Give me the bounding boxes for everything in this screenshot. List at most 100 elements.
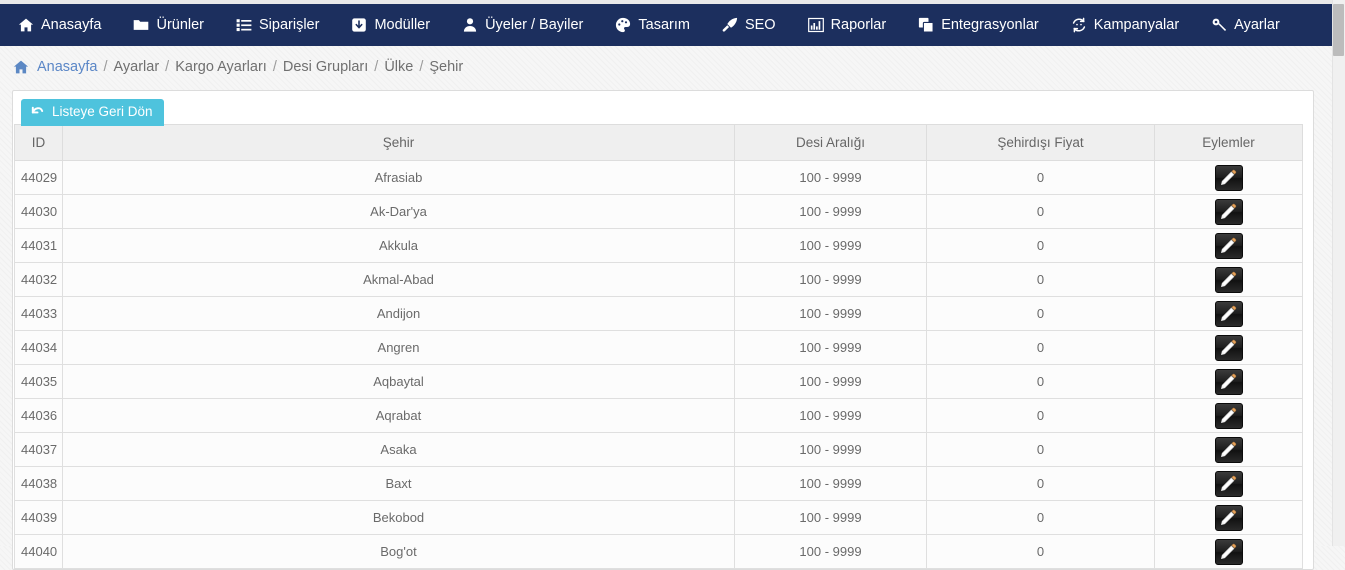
cell-sehir: Ak-Dar'ya bbox=[62, 194, 735, 229]
pencil-icon bbox=[1220, 441, 1237, 458]
cell-id: 44033 bbox=[14, 296, 63, 331]
edit-row-button[interactable] bbox=[1214, 164, 1243, 191]
pencil-icon bbox=[1220, 237, 1237, 254]
back-to-list-button[interactable]: Listeye Geri Dön bbox=[21, 99, 164, 126]
user-icon bbox=[462, 17, 478, 33]
cell-fiyat: 0 bbox=[926, 262, 1155, 297]
nav-item-ayarlar[interactable]: Ayarlar bbox=[1211, 17, 1295, 33]
cell-fiyat: 0 bbox=[926, 398, 1155, 433]
edit-row-button[interactable] bbox=[1214, 436, 1243, 463]
cell-id: 44030 bbox=[14, 194, 63, 229]
nav-item-kampanyalar[interactable]: Kampanyalar bbox=[1071, 17, 1194, 33]
pencil-icon bbox=[1220, 271, 1237, 288]
cell-actions bbox=[1154, 194, 1303, 229]
cell-actions bbox=[1154, 330, 1303, 365]
cell-fiyat: 0 bbox=[926, 466, 1155, 501]
table-row: 44035 Aqbaytal 100 - 9999 0 bbox=[14, 364, 1303, 399]
column-header-sehir: Şehir bbox=[62, 124, 735, 161]
column-header-fiyat: Şehirdışı Fiyat bbox=[926, 124, 1155, 161]
rocket-icon bbox=[722, 17, 738, 33]
cell-id: 44037 bbox=[14, 432, 63, 467]
nav-item-anasayfa[interactable]: Anasayfa bbox=[18, 17, 116, 33]
cell-sehir: Andijon bbox=[62, 296, 735, 331]
cell-actions bbox=[1154, 160, 1303, 195]
cell-fiyat: 0 bbox=[926, 160, 1155, 195]
breadcrumb-item[interactable]: Şehir bbox=[429, 59, 464, 75]
main-navigation-bar: Anasayfa Ürünler Siparişler Modüller Üyeler … bbox=[0, 4, 1332, 46]
edit-row-button[interactable] bbox=[1214, 300, 1243, 327]
page-scrollbar-track[interactable] bbox=[1332, 0, 1345, 546]
edit-row-button[interactable] bbox=[1214, 198, 1243, 225]
refresh-smile-icon bbox=[1071, 17, 1087, 33]
cell-actions bbox=[1154, 364, 1303, 399]
column-header-desi: Desi Aralığı bbox=[734, 124, 927, 161]
table-row: 44029 Afrasiab 100 - 9999 0 bbox=[14, 160, 1303, 195]
cell-desi: 100 - 9999 bbox=[734, 160, 927, 195]
pencil-icon bbox=[1220, 475, 1237, 492]
edit-row-button[interactable] bbox=[1214, 538, 1243, 565]
cell-fiyat: 0 bbox=[926, 534, 1155, 569]
cell-fiyat: 0 bbox=[926, 194, 1155, 229]
cell-desi: 100 - 9999 bbox=[734, 364, 927, 399]
cell-fiyat: 0 bbox=[926, 330, 1155, 365]
nav-item-yeler-bayiler[interactable]: Üyeler / Bayiler bbox=[462, 17, 598, 33]
edit-row-button[interactable] bbox=[1214, 504, 1243, 531]
nav-item-label: SEO bbox=[744, 16, 776, 33]
cell-sehir: Aqbaytal bbox=[62, 364, 735, 399]
cell-sehir: Baxt bbox=[62, 466, 735, 501]
nav-item-mod-ller[interactable]: Modüller bbox=[351, 17, 445, 33]
edit-row-button[interactable] bbox=[1214, 334, 1243, 361]
list-icon bbox=[236, 17, 252, 33]
pencil-icon bbox=[1220, 339, 1237, 356]
cell-id: 44035 bbox=[14, 364, 63, 399]
nav-item-tasar-m[interactable]: Tasarım bbox=[615, 17, 705, 33]
table-row: 44034 Angren 100 - 9999 0 bbox=[14, 330, 1303, 365]
nav-item-r-nler[interactable]: Ürünler bbox=[133, 17, 219, 33]
cell-sehir: Akkula bbox=[62, 228, 735, 263]
cell-id: 44036 bbox=[14, 398, 63, 433]
cell-actions bbox=[1154, 296, 1303, 331]
page-scrollbar-thumb[interactable] bbox=[1333, 4, 1344, 56]
pencil-icon bbox=[1220, 509, 1237, 526]
cell-desi: 100 - 9999 bbox=[734, 432, 927, 467]
cell-id: 44040 bbox=[14, 534, 63, 569]
home-icon bbox=[12, 59, 29, 76]
edit-row-button[interactable] bbox=[1214, 470, 1243, 497]
breadcrumb-link-anasayfa[interactable]: Anasayfa bbox=[37, 59, 98, 75]
table-row: 44040 Bog'ot 100 - 9999 0 bbox=[14, 534, 1303, 569]
table-row: 44030 Ak-Dar'ya 100 - 9999 0 bbox=[14, 194, 1303, 229]
cell-actions bbox=[1154, 432, 1303, 467]
pencil-icon bbox=[1220, 373, 1237, 390]
nav-item-label: Tasarım bbox=[638, 16, 690, 33]
breadcrumb-item[interactable]: Ülke bbox=[384, 59, 414, 75]
column-header-id: ID bbox=[14, 124, 63, 161]
nav-item-raporlar[interactable]: Raporlar bbox=[807, 17, 902, 33]
nav-item-sipari-ler[interactable]: Siparişler bbox=[236, 17, 334, 33]
table-row: 44038 Baxt 100 - 9999 0 bbox=[14, 466, 1303, 501]
edit-row-button[interactable] bbox=[1214, 402, 1243, 429]
breadcrumb-separator: / bbox=[103, 59, 108, 75]
nav-item-seo[interactable]: SEO bbox=[722, 17, 791, 33]
edit-row-button[interactable] bbox=[1214, 232, 1243, 259]
table-row: 44039 Bekobod 100 - 9999 0 bbox=[14, 500, 1303, 535]
breadcrumb-separator: / bbox=[419, 59, 424, 75]
cell-desi: 100 - 9999 bbox=[734, 534, 927, 569]
breadcrumb-item[interactable]: Kargo Ayarları bbox=[175, 59, 267, 75]
cell-sehir: Aqrabat bbox=[62, 398, 735, 433]
table-row: 44031 Akkula 100 - 9999 0 bbox=[14, 228, 1303, 263]
cities-table: ID Şehir Desi Aralığı Şehirdışı Fiyat Ey… bbox=[14, 124, 1303, 569]
edit-row-button[interactable] bbox=[1214, 266, 1243, 293]
cell-id: 44029 bbox=[14, 160, 63, 195]
edit-row-button[interactable] bbox=[1214, 368, 1243, 395]
nav-item-label: Kampanyalar bbox=[1093, 16, 1180, 33]
breadcrumb-item[interactable]: Ayarlar bbox=[113, 59, 160, 75]
nav-item-entegrasyonlar[interactable]: Entegrasyonlar bbox=[918, 17, 1054, 33]
breadcrumb-item[interactable]: Desi Grupları bbox=[282, 59, 369, 75]
pencil-icon bbox=[1220, 407, 1237, 424]
cell-desi: 100 - 9999 bbox=[734, 262, 927, 297]
nav-item-label: Üyeler / Bayiler bbox=[485, 16, 584, 33]
cell-fiyat: 0 bbox=[926, 432, 1155, 467]
home-icon bbox=[18, 17, 34, 33]
nav-item-label: Siparişler bbox=[259, 16, 320, 33]
cell-desi: 100 - 9999 bbox=[734, 330, 927, 365]
